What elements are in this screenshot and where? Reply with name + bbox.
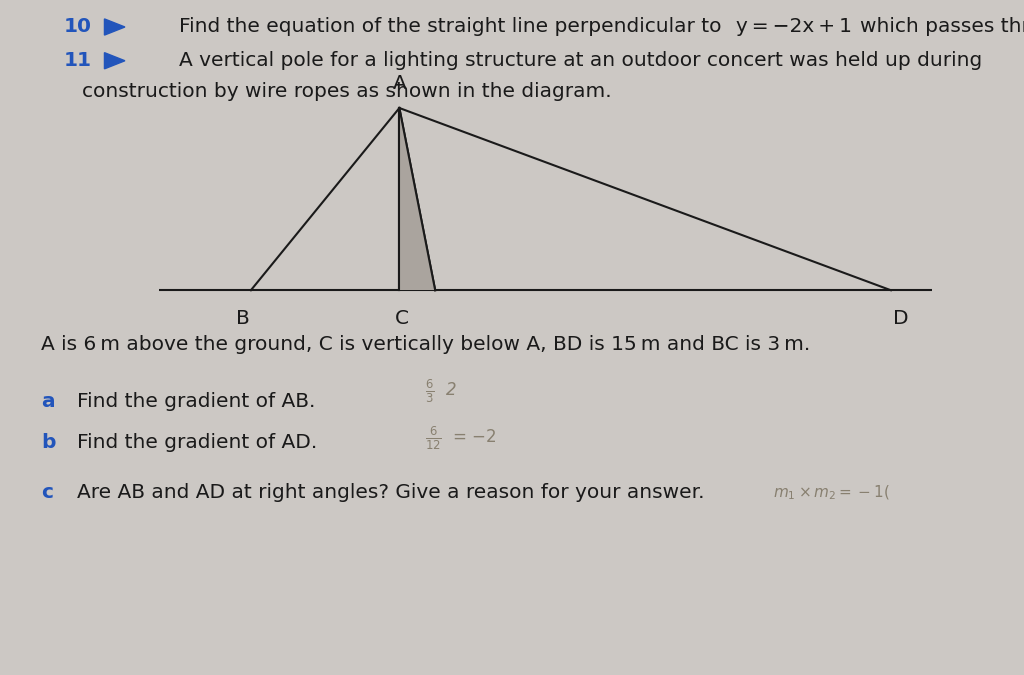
Text: 11: 11	[65, 51, 92, 70]
Text: A vertical pole for a lighting structure at an outdoor concert was held up durin: A vertical pole for a lighting structure…	[179, 51, 982, 70]
Text: Find the equation of the straight line perpendicular to   y = −2x + 1  which pas: Find the equation of the straight line p…	[179, 18, 1024, 36]
Text: c: c	[41, 483, 53, 502]
Text: 10: 10	[65, 18, 92, 36]
Text: $m_1 \times m_2 = -1($: $m_1 \times m_2 = -1($	[773, 483, 890, 502]
Text: D: D	[893, 309, 909, 328]
Text: construction by wire ropes as shown in the diagram.: construction by wire ropes as shown in t…	[82, 82, 611, 101]
Text: Find the gradient of AD.: Find the gradient of AD.	[77, 433, 317, 452]
Polygon shape	[104, 19, 125, 35]
Polygon shape	[104, 53, 125, 69]
Polygon shape	[399, 108, 435, 290]
Text: $\frac{6}{3}$  2: $\frac{6}{3}$ 2	[425, 378, 457, 405]
Text: a: a	[41, 392, 54, 411]
Text: C: C	[394, 309, 409, 328]
Text: B: B	[236, 309, 250, 328]
Text: A is 6 m above the ground, C is vertically below A, BD is 15 m and BC is 3 m.: A is 6 m above the ground, C is vertical…	[41, 335, 810, 354]
Text: $\frac{6}{12}$  = $-2$: $\frac{6}{12}$ = $-2$	[425, 425, 497, 452]
Text: A: A	[392, 74, 407, 93]
Text: Find the gradient of AB.: Find the gradient of AB.	[77, 392, 315, 411]
Text: b: b	[41, 433, 55, 452]
Text: Are AB and AD at right angles? Give a reason for your answer.: Are AB and AD at right angles? Give a re…	[77, 483, 705, 502]
